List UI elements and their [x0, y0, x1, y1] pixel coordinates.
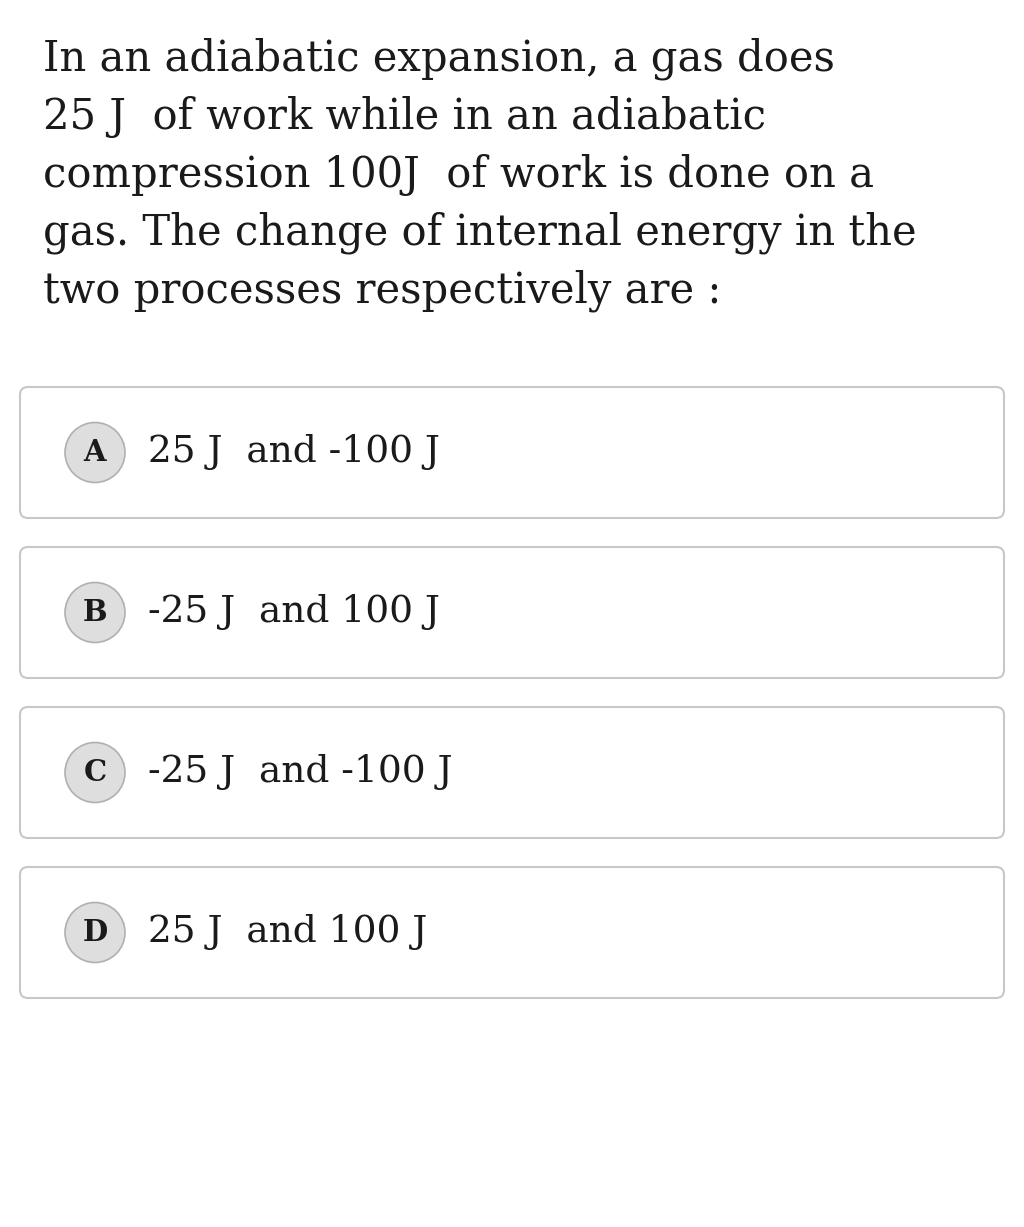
Text: In an adiabatic expansion, a gas does: In an adiabatic expansion, a gas does: [43, 38, 835, 81]
Text: compression 100J  of work is done on a: compression 100J of work is done on a: [43, 155, 874, 196]
Text: D: D: [82, 918, 108, 947]
Text: A: A: [84, 438, 106, 467]
Text: 25 J  and -100 J: 25 J and -100 J: [148, 434, 440, 470]
Text: -25 J  and -100 J: -25 J and -100 J: [148, 755, 453, 790]
Text: 25 J  and 100 J: 25 J and 100 J: [148, 914, 427, 951]
FancyBboxPatch shape: [20, 707, 1004, 838]
Circle shape: [65, 903, 125, 962]
Text: 25 J  of work while in an adiabatic: 25 J of work while in an adiabatic: [43, 96, 766, 137]
FancyBboxPatch shape: [20, 867, 1004, 998]
Text: B: B: [83, 598, 108, 627]
Circle shape: [65, 742, 125, 802]
Circle shape: [65, 422, 125, 482]
FancyBboxPatch shape: [20, 547, 1004, 679]
FancyBboxPatch shape: [20, 387, 1004, 518]
Text: C: C: [83, 758, 106, 787]
Text: two processes respectively are :: two processes respectively are :: [43, 270, 721, 313]
Circle shape: [65, 583, 125, 643]
Text: -25 J  and 100 J: -25 J and 100 J: [148, 595, 440, 631]
Text: gas. The change of internal energy in the: gas. The change of internal energy in th…: [43, 212, 916, 254]
